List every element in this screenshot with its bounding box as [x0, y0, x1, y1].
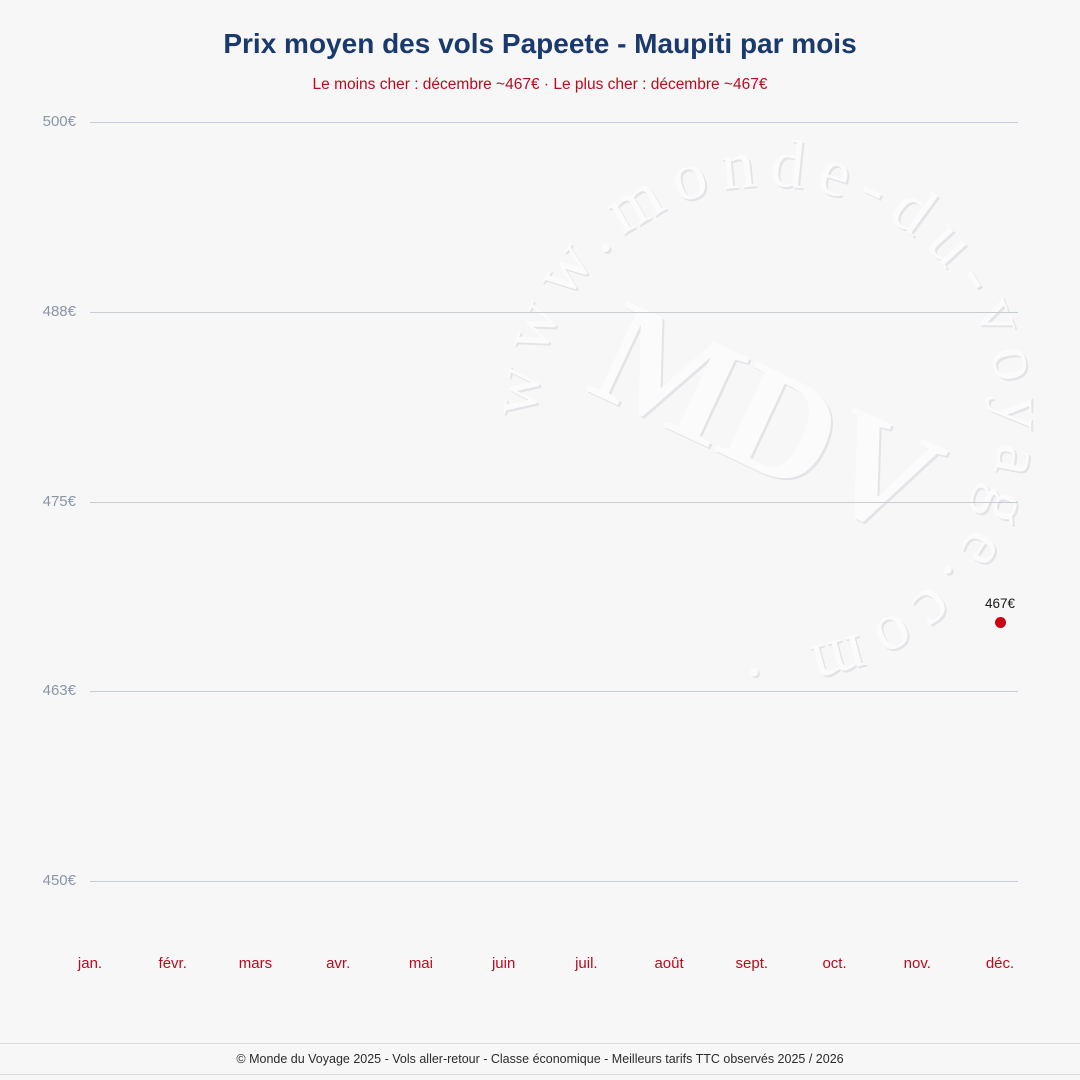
- x-axis-label-sept[interactable]: sept.: [735, 955, 769, 972]
- gridline: [90, 311, 1018, 313]
- chart-subtitle: Le moins cher : décembre ~467€ · Le plus…: [312, 76, 768, 93]
- watermark-circle-text-shadow: www.monde-du-voyage.com ·: [476, 126, 1064, 713]
- x-axis-label-fvr[interactable]: févr.: [158, 955, 187, 972]
- data-point-label: 467€: [984, 595, 1016, 611]
- x-axis-label-aot[interactable]: août: [654, 955, 684, 972]
- x-axis-label-avr[interactable]: avr.: [326, 955, 351, 972]
- gridline: [90, 691, 1018, 693]
- watermark-center-text: MDV: [570, 269, 965, 571]
- data-point: [994, 617, 1006, 629]
- x-axis-label-juil[interactable]: juil.: [575, 955, 598, 972]
- y-axis-label: 488€: [42, 302, 76, 320]
- x-axis-label-dc[interactable]: déc.: [985, 955, 1015, 972]
- x-axis-label-nov[interactable]: nov.: [903, 955, 931, 972]
- x-axis-label-mars[interactable]: mars: [238, 955, 273, 972]
- y-axis-label: 475€: [42, 492, 76, 510]
- gridline: [90, 501, 1018, 503]
- y-axis-label: 463€: [42, 682, 76, 700]
- x-axis-label-jan[interactable]: jan.: [77, 955, 103, 972]
- x-axis-label-mai[interactable]: mai: [408, 955, 433, 972]
- watermark-circle-text: www.monde-du-voyage.com ·: [474, 124, 1062, 711]
- y-axis-label: 500€: [42, 113, 76, 130]
- x-axis-label-juin[interactable]: juin: [491, 955, 516, 972]
- gridline: [90, 122, 1018, 123]
- gridline: [90, 881, 1018, 882]
- page-title: Prix moyen des vols Papeete - Maupiti pa…: [223, 28, 857, 59]
- x-axis-label-oct[interactable]: oct.: [822, 955, 847, 972]
- y-axis-label: 450€: [42, 872, 76, 889]
- footer-bar: © Monde du Voyage 2025 - Vols aller-reto…: [0, 1043, 1080, 1075]
- footer-text: © Monde du Voyage 2025 - Vols aller-reto…: [236, 1052, 844, 1066]
- watermark-center-text-shadow: MDV: [572, 271, 967, 573]
